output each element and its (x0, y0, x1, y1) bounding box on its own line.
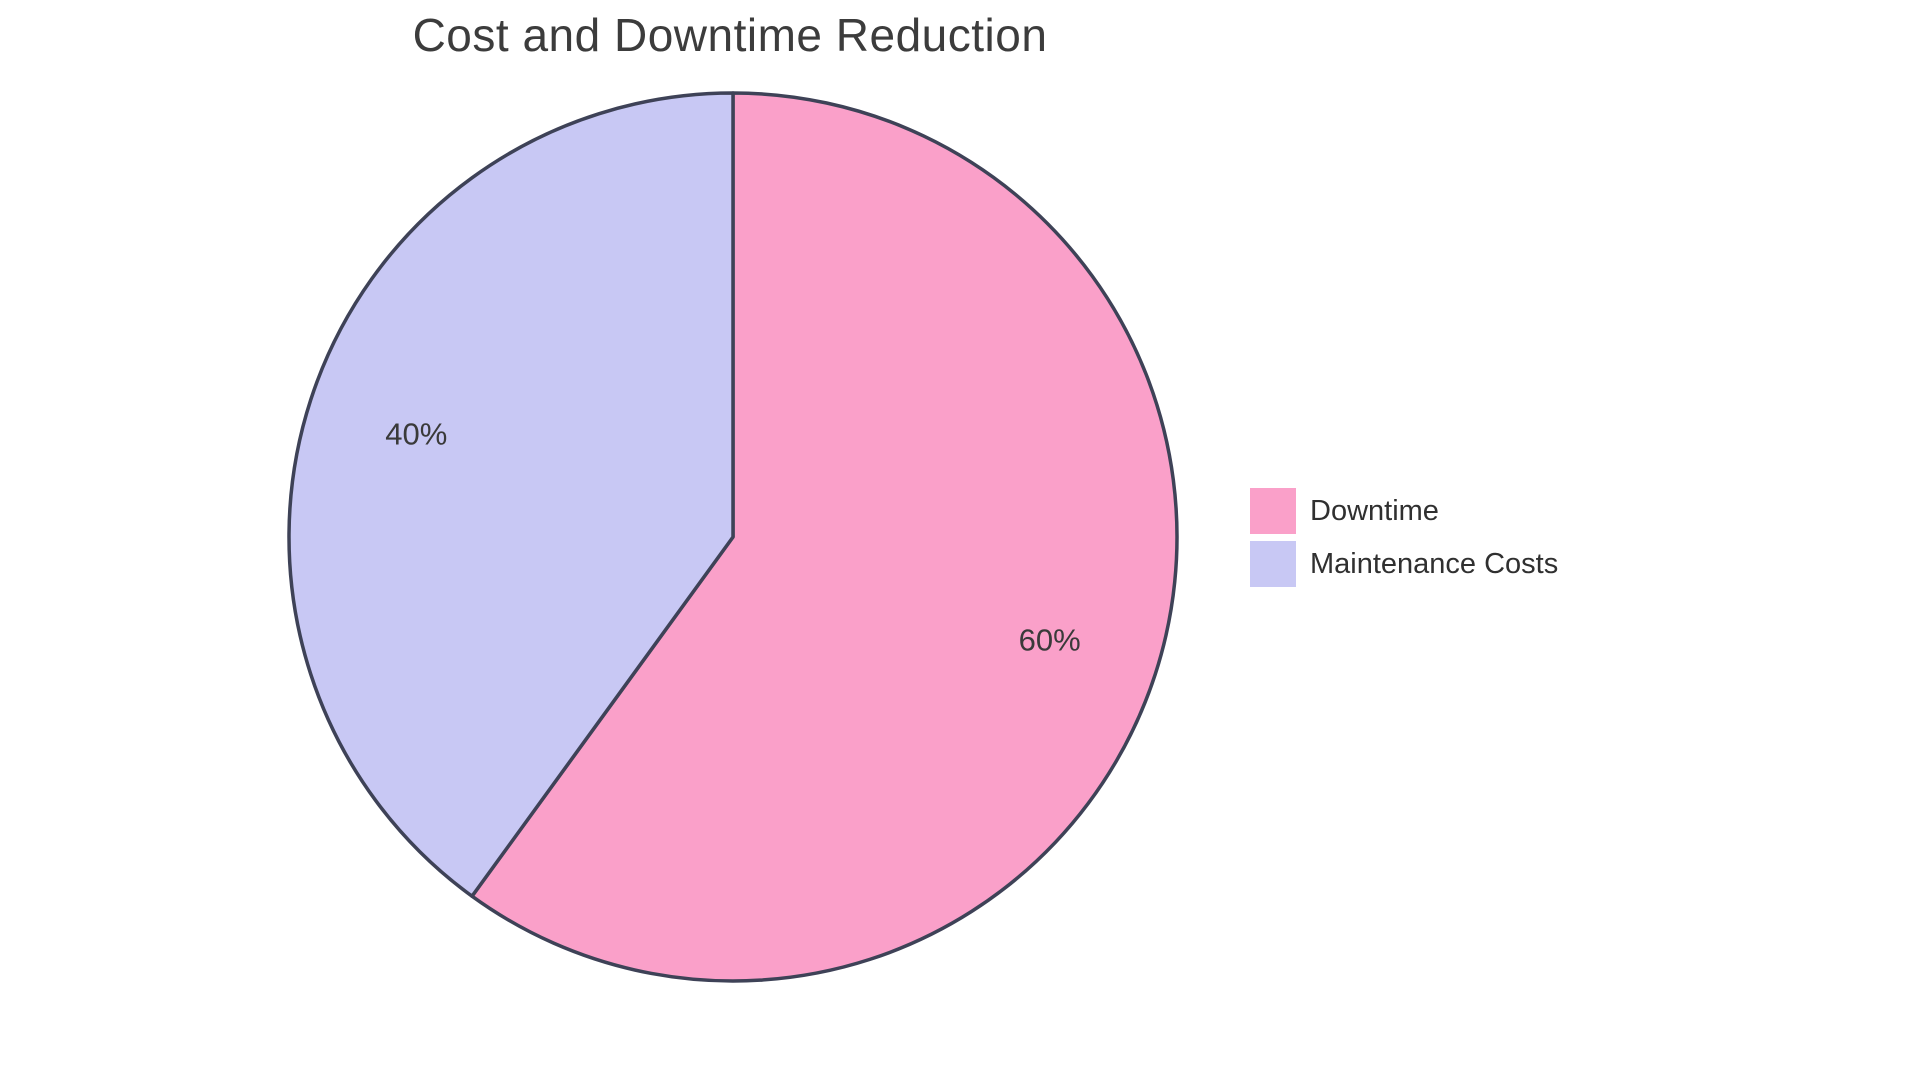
pie-slices (287, 91, 1179, 983)
pie-slice-percentage-maintenance-costs: 40% (385, 417, 447, 452)
legend-label: Maintenance Costs (1310, 547, 1559, 580)
pie-slice-maintenance-costs[interactable] (287, 91, 735, 898)
legend-item-maintenance-costs[interactable]: Maintenance Costs (1250, 541, 1558, 587)
pie-slice-downtime[interactable] (470, 91, 1179, 983)
pie-slice-labels: 60% 40% (385, 417, 1080, 658)
legend-item-downtime[interactable]: Downtime (1250, 488, 1558, 534)
legend-swatch-maintenance-costs (1250, 541, 1296, 587)
legend-swatch-downtime (1250, 488, 1296, 534)
chart-title: Cost and Downtime Reduction (412, 9, 1048, 61)
pie-slice-percentage-downtime: 60% (1019, 622, 1081, 657)
legend: Downtime Maintenance Costs (1250, 488, 1558, 587)
legend-label: Downtime (1310, 494, 1439, 527)
